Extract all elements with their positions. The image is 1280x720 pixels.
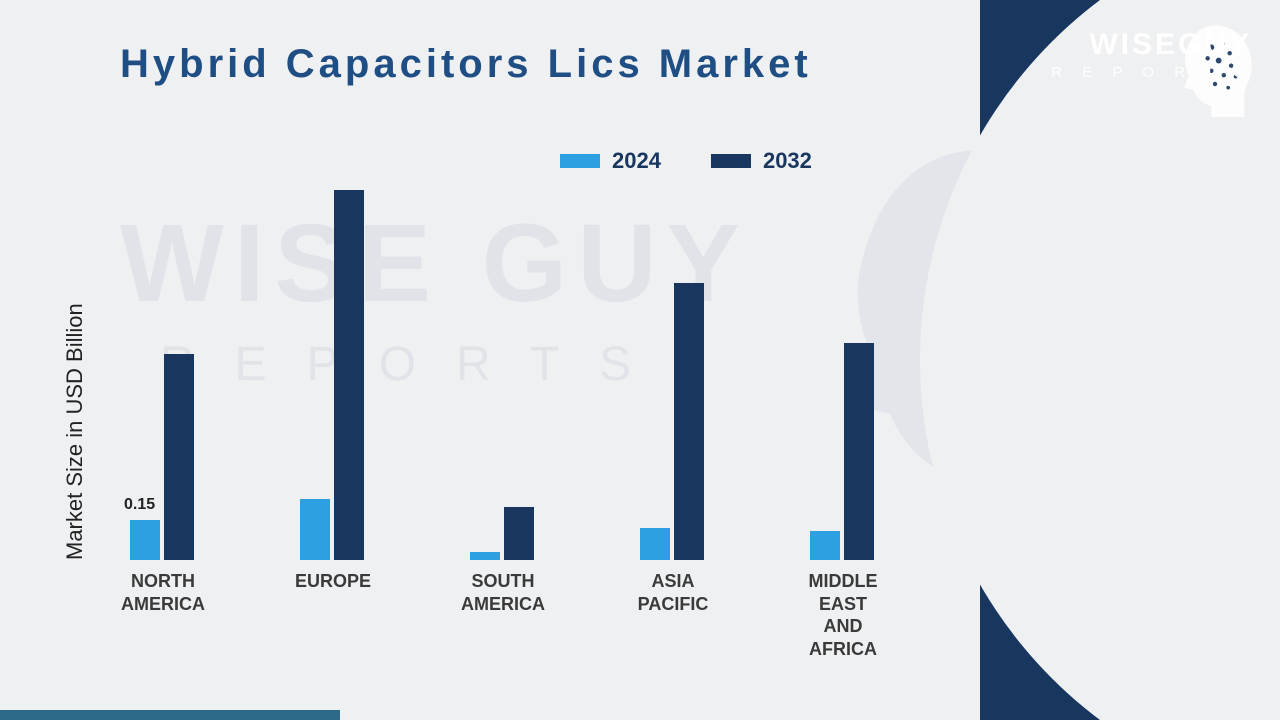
category-label: ASIAPACIFIC bbox=[598, 570, 748, 615]
category-label: MIDDLEEASTANDAFRICA bbox=[768, 570, 918, 660]
logo-line1: WISEGUY bbox=[1051, 28, 1252, 62]
category-label: SOUTHAMERICA bbox=[428, 570, 578, 615]
chart-plot: 0.15 bbox=[100, 190, 960, 560]
brand-logo: WISEGUY R E P O R T S bbox=[1051, 28, 1252, 81]
bar bbox=[844, 343, 874, 560]
bar bbox=[504, 507, 534, 560]
logo-line2: R E P O R T S bbox=[1051, 64, 1252, 81]
bar bbox=[300, 499, 330, 560]
brand-panel: WISEGUY R E P O R T S bbox=[980, 0, 1280, 720]
category-label: NORTHAMERICA bbox=[88, 570, 238, 615]
bar bbox=[130, 520, 160, 560]
bar bbox=[674, 283, 704, 561]
category-label: EUROPE bbox=[258, 570, 408, 593]
bar bbox=[164, 354, 194, 560]
legend-item-2024: 2024 bbox=[560, 148, 661, 174]
legend-label-2032: 2032 bbox=[763, 148, 812, 174]
legend-swatch-2024 bbox=[560, 154, 600, 168]
bar bbox=[640, 528, 670, 560]
bar bbox=[810, 531, 840, 560]
legend: 2024 2032 bbox=[560, 148, 812, 174]
value-label: 0.15 bbox=[124, 496, 155, 514]
chart-title: Hybrid Capacitors Lics Market bbox=[120, 42, 812, 87]
bar bbox=[470, 552, 500, 560]
y-axis-label: Market Size in USD Billion bbox=[62, 303, 88, 560]
legend-swatch-2032 bbox=[711, 154, 751, 168]
legend-label-2024: 2024 bbox=[612, 148, 661, 174]
chart-stage: WISE GUY REPORTS Hybrid Capacitors Lics … bbox=[0, 0, 1280, 720]
bar bbox=[334, 190, 364, 560]
legend-item-2032: 2032 bbox=[711, 148, 812, 174]
bottom-accent-bar bbox=[0, 710, 340, 720]
